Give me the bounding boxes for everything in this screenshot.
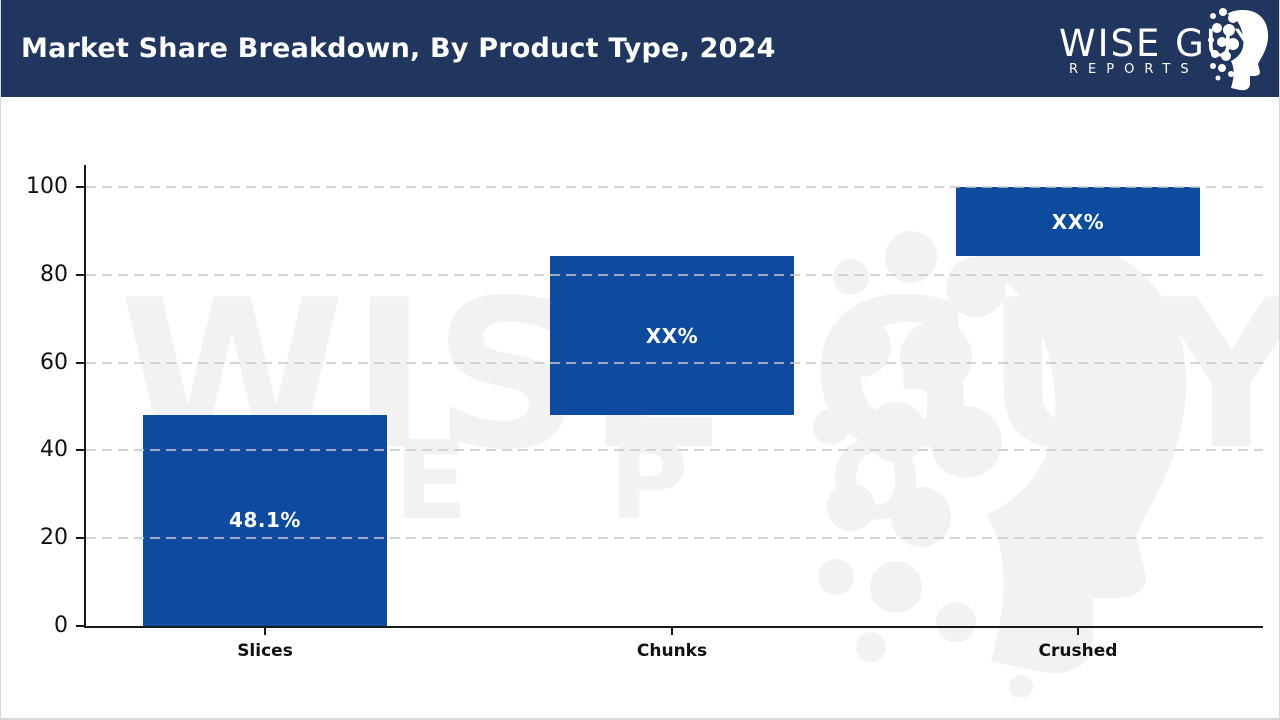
- y-tick-mark: [76, 625, 84, 627]
- dotted-head-profile-icon: [1208, 8, 1269, 91]
- gridline: [86, 449, 1263, 452]
- bar-value-label: XX%: [645, 323, 699, 348]
- y-tick-mark: [76, 273, 84, 276]
- x-category-label: Chunks: [636, 641, 708, 661]
- page-title: Market Share Breakdown, By Product Type,…: [21, 33, 776, 64]
- bar-crushed: XX%: [956, 187, 1200, 257]
- y-tick-mark: [76, 449, 84, 452]
- gridline: [86, 361, 1263, 364]
- brand-subtitle: REPORTS: [1069, 62, 1199, 77]
- brand-logo: WISE GUY REPORTS: [1021, 4, 1271, 94]
- chart-area: WISE GUY R E P O R T S 02040608010048.1%…: [1, 97, 1279, 718]
- bar-slices: 48.1%: [143, 414, 387, 626]
- y-tick-mark: [76, 361, 84, 364]
- header-bar: Market Share Breakdown, By Product Type,…: [1, 0, 1279, 97]
- y-tick-label: 0: [54, 613, 68, 638]
- gridline: [86, 186, 1263, 188]
- y-tick-label: 60: [40, 349, 68, 375]
- x-category-label: Slices: [237, 641, 293, 661]
- x-axis-line: [84, 626, 1263, 628]
- y-tick-mark: [76, 537, 84, 540]
- y-axis-line: [84, 165, 86, 628]
- y-tick-label: 20: [40, 525, 68, 551]
- y-tick-label: 100: [26, 174, 68, 199]
- gridline: [86, 537, 1263, 540]
- bar-chunks: XX%: [550, 256, 794, 415]
- x-category-label: Crushed: [1038, 641, 1118, 661]
- y-tick-mark: [76, 186, 84, 188]
- gridline: [86, 273, 1263, 276]
- bar-value-label: 48.1%: [229, 508, 301, 533]
- watermark-head-icon: [813, 231, 1187, 697]
- x-tick-mark: [264, 628, 266, 635]
- x-tick-mark: [1077, 628, 1079, 635]
- x-tick-mark: [671, 628, 673, 635]
- y-tick-label: 80: [40, 261, 68, 287]
- y-tick-label: 40: [40, 437, 68, 463]
- bar-value-label: XX%: [1051, 209, 1105, 234]
